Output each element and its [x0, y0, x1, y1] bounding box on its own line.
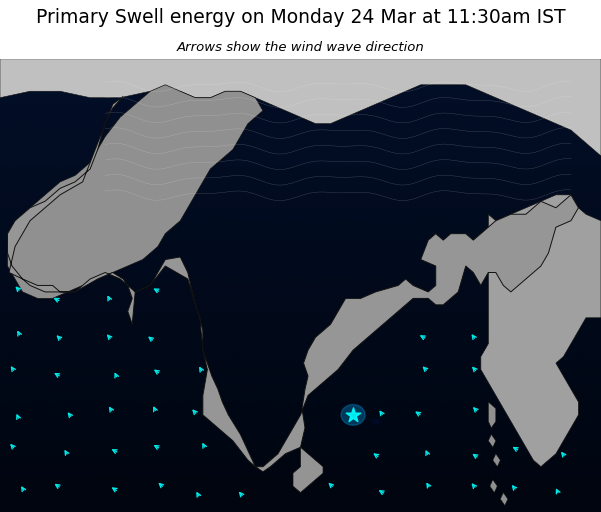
Polygon shape	[488, 402, 496, 428]
Polygon shape	[0, 59, 601, 156]
Polygon shape	[493, 454, 500, 467]
Polygon shape	[500, 493, 508, 505]
Polygon shape	[8, 96, 579, 472]
Polygon shape	[481, 195, 601, 467]
Circle shape	[341, 404, 365, 425]
Text: Arrows show the wind wave direction: Arrows show the wind wave direction	[177, 40, 424, 54]
Polygon shape	[293, 447, 323, 493]
Text: Primary Swell energy on Monday 24 Mar at 11:30am IST: Primary Swell energy on Monday 24 Mar at…	[35, 8, 566, 27]
Polygon shape	[490, 480, 497, 493]
Polygon shape	[8, 85, 263, 298]
Point	[349, 411, 358, 419]
Polygon shape	[488, 434, 496, 447]
